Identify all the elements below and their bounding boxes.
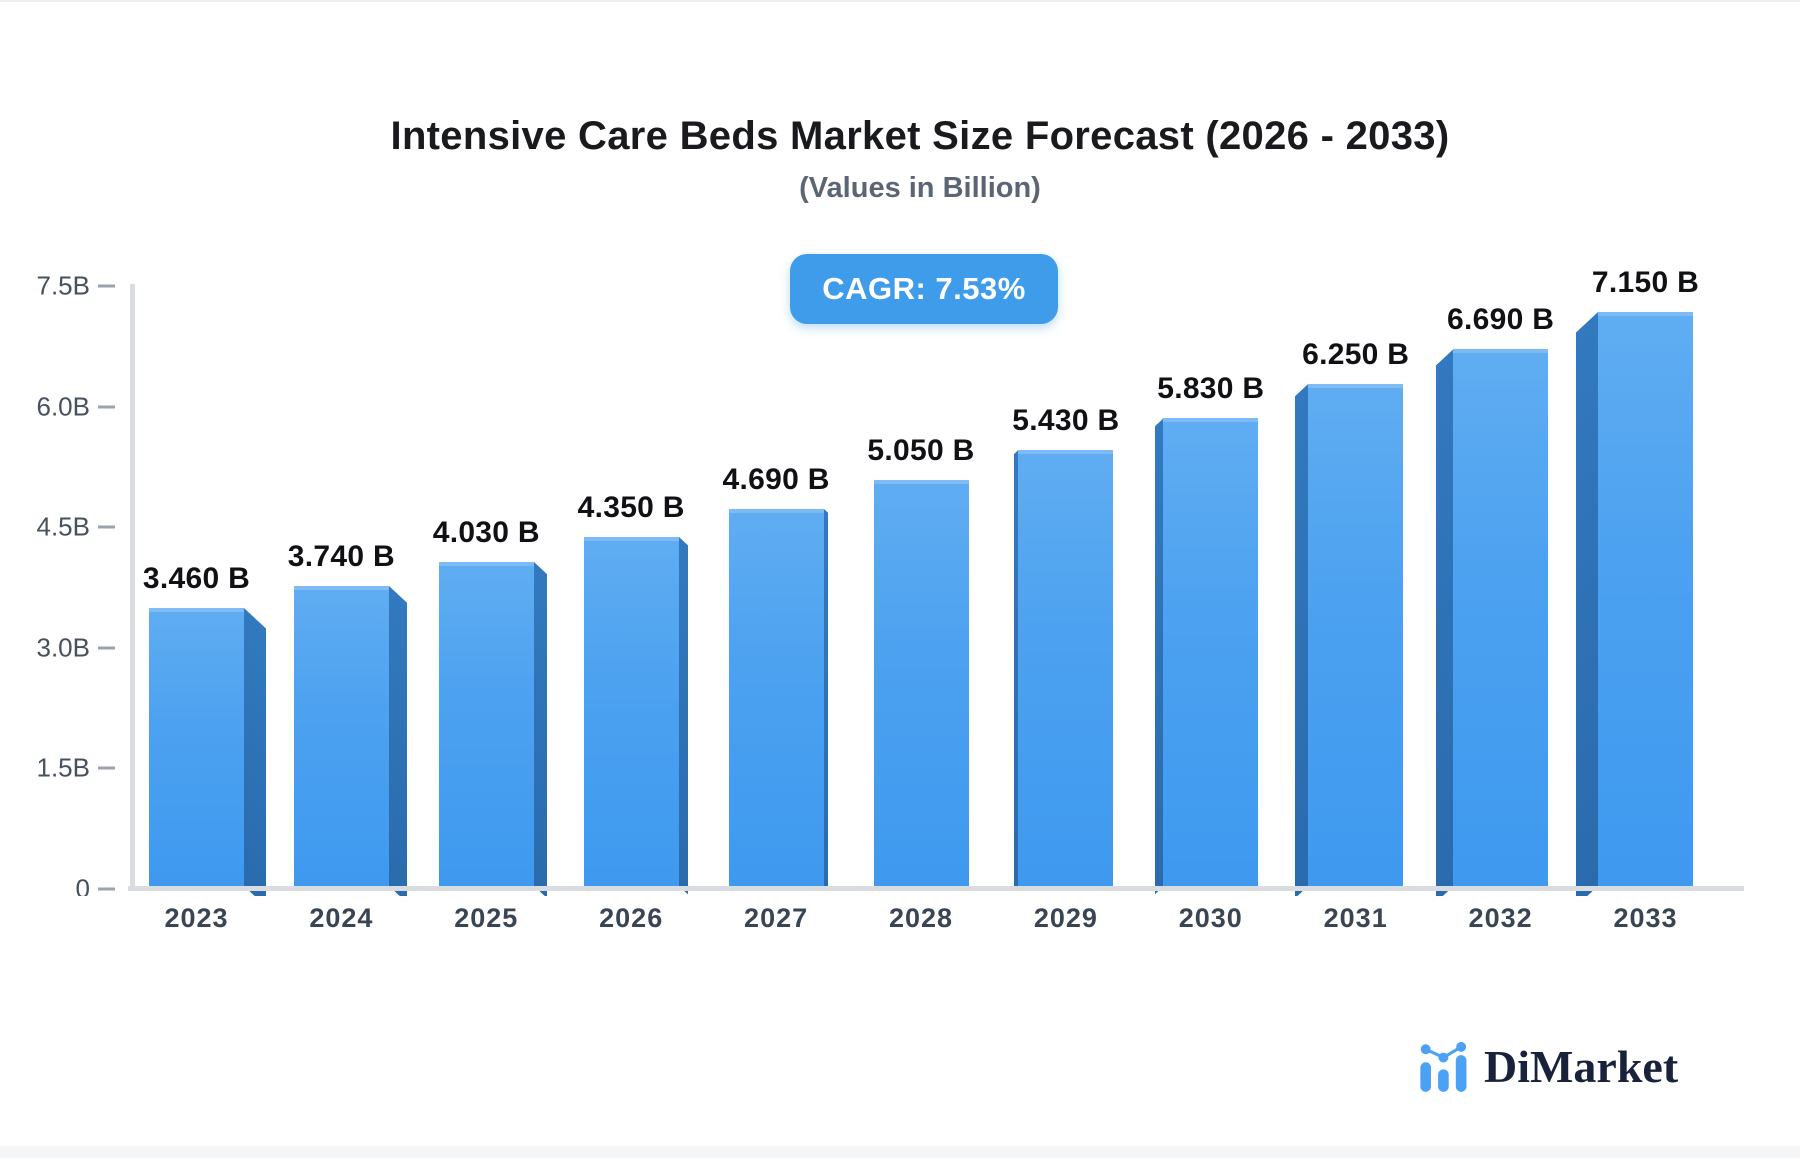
x-tick-label-2028: 2028 <box>888 903 954 933</box>
bar-value-label: 5.430 B <box>1012 403 1120 437</box>
x-axis-line <box>128 886 1744 891</box>
bar-2030 <box>1163 417 1259 886</box>
bar-2031 <box>1308 384 1404 886</box>
bar-value-label: 6.250 B <box>1302 338 1410 372</box>
x-tick-label-2032: 2032 <box>1468 903 1533 933</box>
bar-side-face <box>1154 417 1164 895</box>
y-tick-label: 6.0B <box>36 391 91 422</box>
page-subtitle: (Values in Billion) <box>799 172 1041 204</box>
bar-value-label: 7.150 B <box>1591 265 1700 299</box>
y-tick-label: 7.5B <box>36 270 91 301</box>
bar-side-face <box>823 509 828 891</box>
x-tick-label-2033: 2033 <box>1613 903 1678 933</box>
bar-side-face <box>244 608 266 896</box>
bar-side-face <box>1295 384 1309 896</box>
mini-bar-line-chart-icon <box>1420 1041 1467 1092</box>
bar-side-face <box>1576 311 1598 896</box>
bar-side-face <box>533 562 547 896</box>
bar-value-label: 4.030 B <box>432 516 540 550</box>
bar-side-face <box>1435 348 1454 896</box>
bar-side-face <box>678 536 688 895</box>
y-tick-mark <box>98 405 115 409</box>
bar-value-label: 3.460 B <box>142 562 251 596</box>
bar-2024 <box>293 585 389 886</box>
y-axis-line <box>130 284 135 891</box>
cagr-badge: CAGR: 7.53% <box>790 254 1058 324</box>
bar-2027 <box>728 509 824 886</box>
brand-name: DiMarket <box>1484 1041 1679 1092</box>
y-tick-label: 3.0B <box>36 632 91 663</box>
bar-2023 <box>149 608 244 886</box>
brand-logo: DiMarket <box>1418 1040 1678 1093</box>
bottom-band <box>0 1146 1800 1158</box>
y-tick-label: 4.5B <box>36 511 91 542</box>
y-tick-label: 1.5B <box>36 752 91 783</box>
bar-value-label: 6.690 B <box>1447 302 1555 336</box>
bar-2029 <box>1018 449 1114 886</box>
y-tick-label: 0 <box>75 873 90 896</box>
bar-value-label: 3.740 B <box>287 539 395 573</box>
bar-2025 <box>438 562 534 886</box>
y-tick-mark <box>98 887 115 890</box>
bar-chart: 7.5B 6.0B 4.5B 3.0B 1.5B 0 3.460 B 3.740 B 4.030… <box>0 2 1800 896</box>
bar-2028 <box>873 480 969 886</box>
bar-2033 <box>1598 311 1693 886</box>
cagr-badge-label: CAGR: 7.53% <box>822 271 1026 306</box>
x-tick-label-2026: 2026 <box>599 903 664 933</box>
bar-2026 <box>583 536 679 886</box>
y-tick-mark <box>98 766 115 770</box>
bar-value-label: 5.830 B <box>1157 371 1265 405</box>
bar-value-label: 5.050 B <box>867 434 975 468</box>
bar-value-label: 4.690 B <box>722 463 830 497</box>
y-tick-mark <box>98 525 115 529</box>
x-tick-label-2029: 2029 <box>1033 903 1098 933</box>
x-tick-label-2027: 2027 <box>744 903 809 933</box>
bar-side-face <box>388 585 407 896</box>
x-tick-label-2024: 2024 <box>309 903 374 933</box>
x-tick-label-2025: 2025 <box>454 903 519 933</box>
y-tick-mark <box>98 646 115 650</box>
x-tick-label-2030: 2030 <box>1178 903 1243 933</box>
page-title: Intensive Care Beds Market Size Forecast… <box>390 114 1450 158</box>
bar-2032 <box>1453 348 1549 886</box>
bar-value-label: 4.350 B <box>577 490 685 524</box>
x-tick-label-2031: 2031 <box>1323 903 1388 933</box>
x-tick-label-2023: 2023 <box>164 903 229 933</box>
y-tick-mark <box>98 284 115 288</box>
